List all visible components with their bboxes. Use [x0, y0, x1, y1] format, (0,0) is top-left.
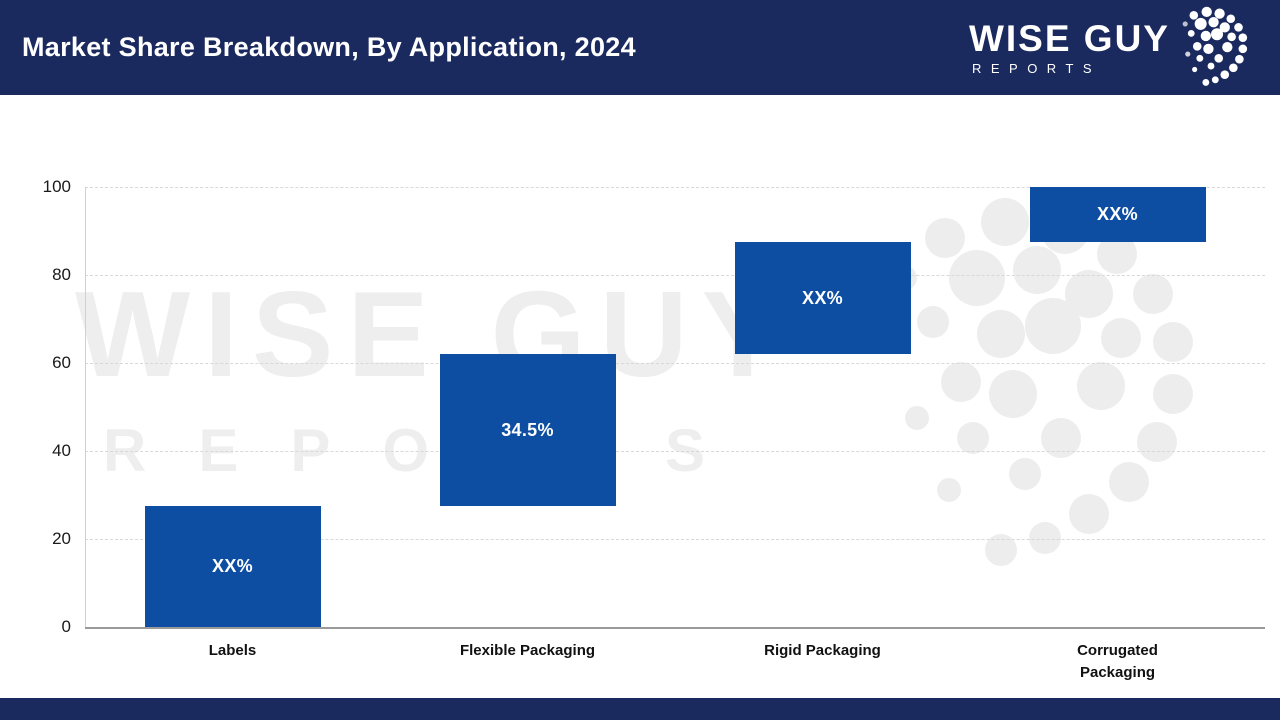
x-axis-category-label: Corrugated Packaging — [1077, 642, 1158, 681]
wiseguy-logo: WISE GUY REPORTS — [969, 6, 1254, 90]
gridline — [85, 363, 1265, 364]
y-axis-line — [85, 187, 86, 627]
x-axis-category-label: Labels — [208, 642, 257, 659]
logo-head-dots-icon — [1182, 6, 1248, 86]
chart-area: WISE GUY REPORTS 0 20 40 60 80 100 XX% Labels 34… — [0, 95, 1280, 698]
gridline — [85, 275, 1265, 276]
y-axis-tick-label: 20 — [52, 529, 71, 548]
x-axis-category-label: Rigid Packaging — [764, 642, 881, 659]
bar-rigid-packaging: XX% — [734, 242, 911, 355]
bar-labels: XX% — [144, 506, 321, 627]
page-title: Market Share Breakdown, By Application, … — [22, 32, 636, 62]
logo-text: WISE GUY REPORTS — [969, 20, 1170, 76]
bar-value-label: XX% — [802, 287, 843, 308]
bar-value-label: XX% — [1097, 204, 1138, 224]
bar-value-label: XX% — [212, 556, 253, 576]
y-axis-tick-label: 60 — [52, 353, 71, 372]
header: Market Share Breakdown, By Application, … — [0, 0, 1280, 95]
y-axis-tick-label: 80 — [52, 265, 71, 284]
y-axis-tick-label: 0 — [61, 617, 71, 636]
logo-wordmark: WISE GUY — [968, 17, 1170, 59]
x-axis-category-label: Flexible Packaging — [459, 642, 596, 659]
logo-subtext: REPORTS — [971, 60, 1102, 76]
footer-bar — [0, 698, 1280, 720]
y-axis-tick-label: 40 — [52, 441, 71, 460]
x-axis-line — [85, 627, 1265, 629]
waterfall-chart: 0 20 40 60 80 100 XX% Labels 34.5% Flexible Packa… — [0, 95, 1280, 698]
bar-flexible-packaging: 34.5% — [439, 354, 616, 506]
gridline — [85, 187, 1265, 188]
y-axis-tick-label: 100 — [42, 177, 71, 196]
bar-corrugated-packaging: XX% — [1029, 187, 1206, 242]
gridline — [85, 451, 1265, 452]
bar-value-label: 34.5% — [501, 419, 554, 440]
gridline — [85, 539, 1265, 540]
